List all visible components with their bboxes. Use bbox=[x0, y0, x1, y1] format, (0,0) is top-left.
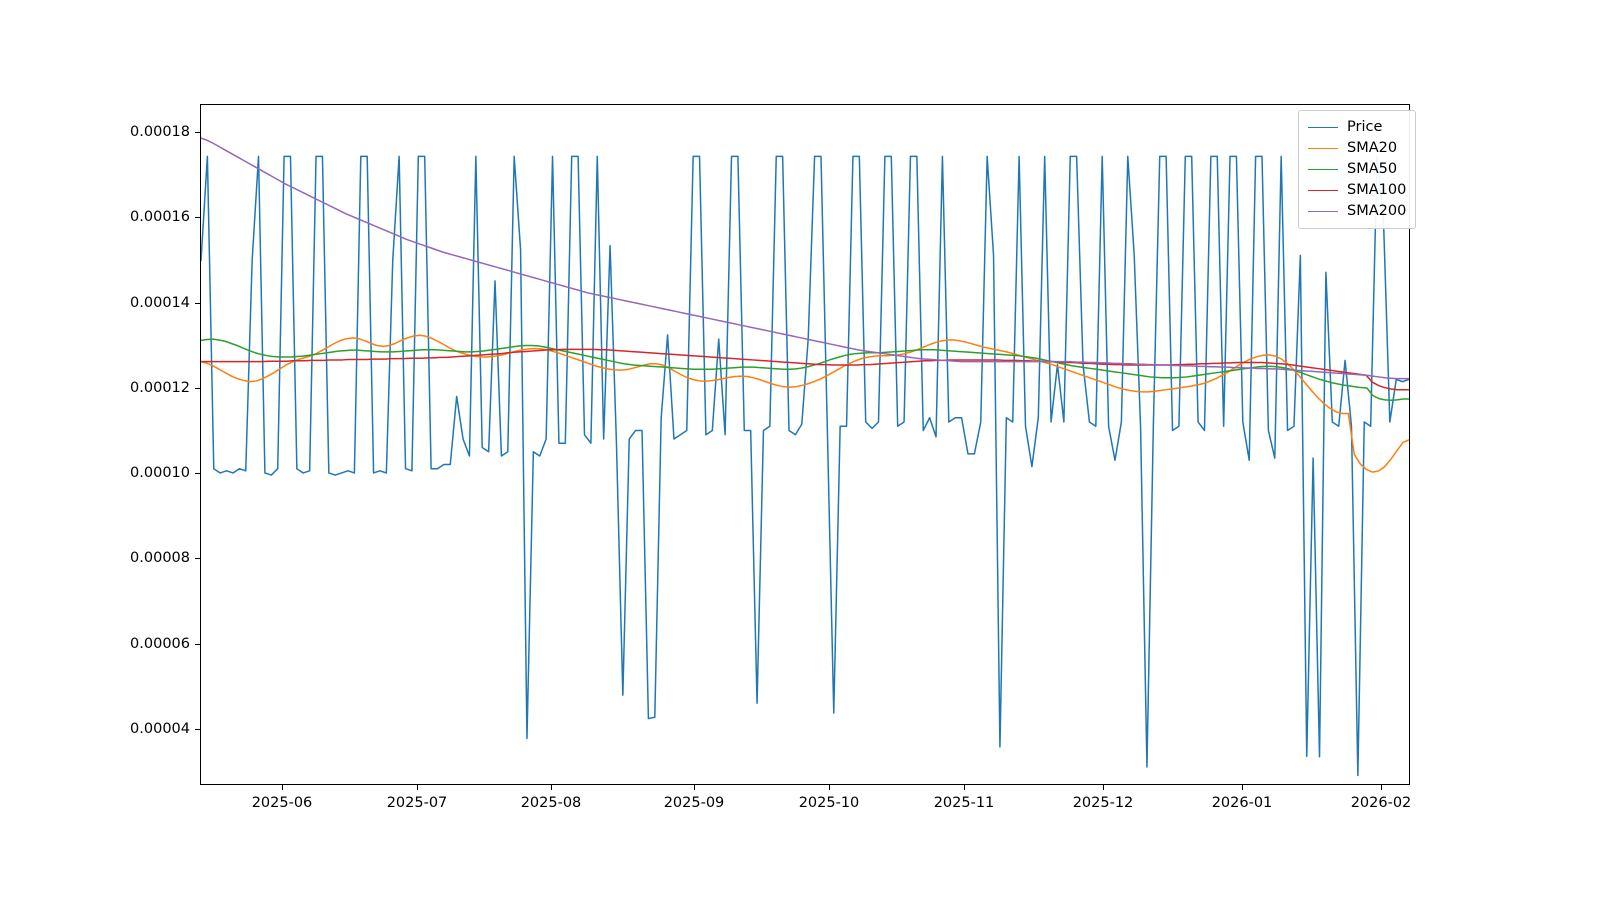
chart-plot-area bbox=[200, 104, 1410, 785]
x-axis-tick-label: 2026-02 bbox=[1350, 795, 1412, 811]
x-axis-tick-mark bbox=[1103, 785, 1105, 790]
y-axis-tick-mark bbox=[195, 643, 200, 645]
y-axis-tick-label: 0.00012 bbox=[130, 379, 190, 396]
legend-label: SMA20 bbox=[1347, 140, 1398, 156]
legend-label: SMA200 bbox=[1347, 203, 1407, 219]
x-axis-tick-mark bbox=[551, 785, 553, 790]
series-line-sma200 bbox=[201, 138, 1409, 379]
x-axis-tick-label: 2025-09 bbox=[663, 795, 725, 811]
x-axis-tick-label: 2025-12 bbox=[1072, 795, 1134, 811]
x-axis-tick-label: 2026-01 bbox=[1211, 795, 1273, 811]
y-axis-tick-mark bbox=[195, 387, 200, 389]
x-axis-tick-label: 2025-06 bbox=[251, 795, 313, 811]
y-axis-tick-label: 0.00014 bbox=[130, 294, 190, 311]
x-axis-tick-mark bbox=[694, 785, 696, 790]
legend-color-swatch bbox=[1308, 148, 1338, 149]
legend-color-swatch bbox=[1308, 190, 1338, 191]
series-line-price bbox=[201, 156, 1409, 775]
y-axis-tick-mark bbox=[195, 302, 200, 304]
y-axis-tick-mark bbox=[195, 132, 200, 134]
y-axis-tick-label: 0.00008 bbox=[130, 550, 190, 567]
legend-label: Price bbox=[1347, 119, 1383, 135]
x-axis-tick-label: 2025-11 bbox=[933, 795, 995, 811]
x-axis-tick-label: 2025-10 bbox=[798, 795, 860, 811]
y-axis-tick-mark bbox=[195, 473, 200, 475]
x-axis-tick-label: 2025-08 bbox=[520, 795, 582, 811]
legend-item-sma20[interactable]: SMA20 bbox=[1308, 138, 1406, 159]
chart-legend: Price SMA20 SMA50 SMA100 SMA200 bbox=[1298, 110, 1417, 229]
y-axis-tick-label: 0.00006 bbox=[130, 635, 190, 652]
legend-label: SMA50 bbox=[1347, 161, 1398, 177]
legend-item-sma50[interactable]: SMA50 bbox=[1308, 159, 1406, 180]
series-line-sma20 bbox=[201, 335, 1409, 472]
legend-color-swatch bbox=[1308, 211, 1338, 212]
y-axis-tick-label: 0.00010 bbox=[130, 465, 190, 482]
legend-color-swatch bbox=[1308, 169, 1338, 170]
series-line-sma50 bbox=[201, 339, 1409, 400]
legend-item-sma200[interactable]: SMA200 bbox=[1308, 201, 1406, 222]
y-axis-tick-mark bbox=[195, 217, 200, 219]
series-line-sma100 bbox=[201, 349, 1409, 389]
y-axis-tick-label: 0.00004 bbox=[130, 720, 190, 737]
y-axis-tick-mark bbox=[195, 558, 200, 560]
legend-item-price[interactable]: Price bbox=[1308, 117, 1406, 138]
x-axis-tick-mark bbox=[829, 785, 831, 790]
x-axis-tick-label: 2025-07 bbox=[386, 795, 448, 811]
legend-color-swatch bbox=[1308, 127, 1338, 128]
x-axis-tick-mark bbox=[1381, 785, 1383, 790]
y-axis-tick-label: 0.00016 bbox=[130, 209, 190, 226]
y-axis-tick-label: 0.00018 bbox=[130, 124, 190, 141]
legend-label: SMA100 bbox=[1347, 182, 1407, 198]
x-axis-tick-mark bbox=[964, 785, 966, 790]
x-axis-tick-mark bbox=[282, 785, 284, 790]
x-axis-tick-mark bbox=[1242, 785, 1244, 790]
chart-lines-svg bbox=[201, 105, 1409, 784]
y-axis-tick-mark bbox=[195, 728, 200, 730]
x-axis-tick-mark bbox=[417, 785, 419, 790]
legend-item-sma100[interactable]: SMA100 bbox=[1308, 180, 1406, 201]
